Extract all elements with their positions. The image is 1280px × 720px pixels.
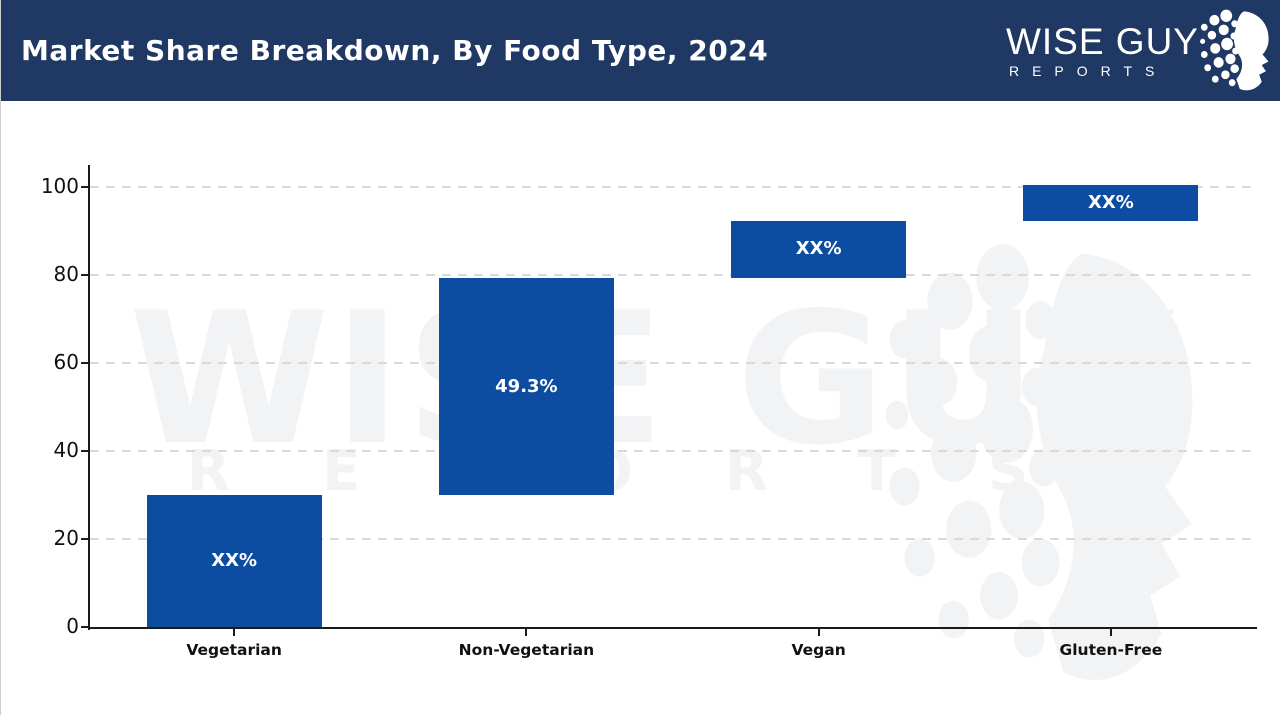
y-tick-label: 100 (40, 174, 79, 198)
x-axis-label: Non-Vegetarian (458, 641, 595, 659)
y-tick-label: 60 (53, 350, 79, 374)
x-axis-label: Vegan (791, 641, 846, 659)
bar-value-label: XX% (795, 238, 842, 260)
bar (1023, 185, 1198, 221)
y-gridline (90, 538, 1257, 540)
x-tick (525, 629, 528, 636)
chart-title: Market Share Breakdown, By Food Type, 20… (21, 34, 769, 67)
y-tick (81, 450, 88, 452)
logo-face-icon (1200, 9, 1269, 91)
bar (731, 220, 906, 279)
logo-line2: REPORTS (1008, 63, 1168, 80)
y-gridline (90, 274, 1257, 276)
y-tick (81, 362, 88, 364)
y-gridline (90, 450, 1257, 452)
y-tick-label: 20 (53, 526, 79, 550)
y-tick (81, 538, 88, 540)
y-gridline (90, 362, 1257, 364)
logo-line1: WISE GUY (1005, 20, 1199, 62)
bar-value-label: XX% (211, 550, 258, 571)
chart-area: WISE GUY REPORTS 0 20 40 60 80 100 Vegetarian N… (1, 101, 1280, 715)
y-tick (81, 274, 88, 276)
x-axis-line (88, 627, 1257, 629)
x-axis-label: Vegetarian (186, 641, 282, 659)
y-tick (81, 626, 88, 628)
y-gridline (90, 186, 1257, 188)
x-tick (233, 629, 236, 636)
bar (439, 278, 614, 495)
bar-value-label: XX% (1087, 192, 1134, 214)
header-bar: Market Share Breakdown, By Food Type, 20… (1, 0, 1280, 101)
bar (147, 495, 322, 627)
logo-wordmark: WISE GUY REPORTS (1005, 20, 1199, 80)
x-tick (1109, 629, 1112, 636)
y-tick-label: 40 (53, 438, 79, 462)
bar-value-label: 49.3% (495, 375, 558, 397)
y-tick (81, 186, 88, 188)
wiseguy-logo: WISE GUY REPORTS (1006, 4, 1271, 98)
x-tick (817, 629, 820, 636)
y-tick-label: 80 (53, 262, 79, 286)
x-axis-label: Gluten-Free (1059, 641, 1163, 659)
y-tick-label: 0 (66, 614, 79, 638)
y-axis-line (88, 165, 90, 630)
